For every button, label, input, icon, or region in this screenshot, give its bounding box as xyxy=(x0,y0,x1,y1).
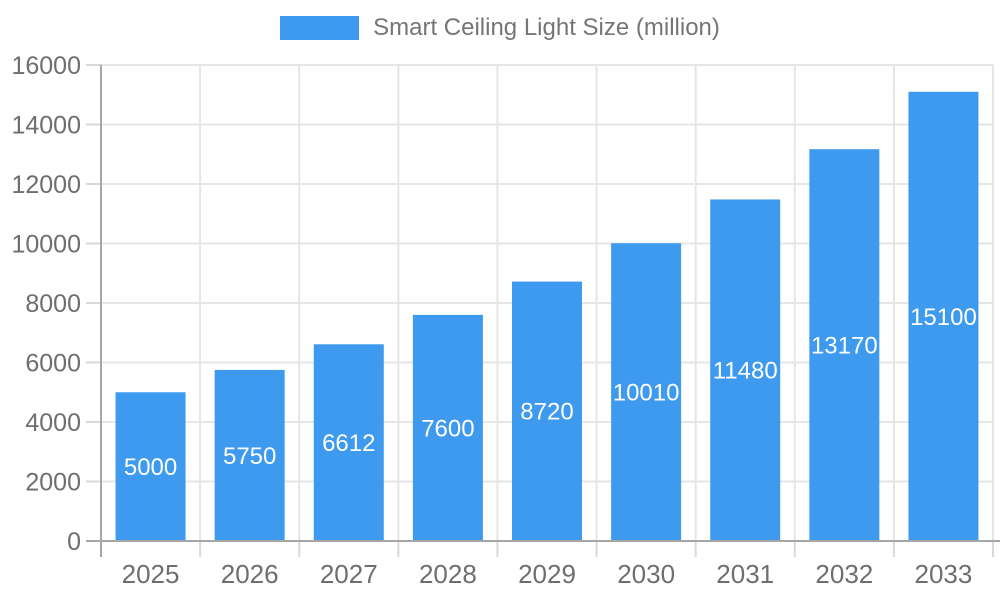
y-axis-tick-label: 12000 xyxy=(11,171,81,199)
x-axis-tick-label: 2033 xyxy=(915,559,973,589)
x-axis-tick-label: 2025 xyxy=(122,559,180,589)
y-axis-tick-label: 2000 xyxy=(25,468,81,496)
bar-value-label: 6612 xyxy=(322,430,375,457)
bar-value-label: 5750 xyxy=(223,443,276,470)
y-axis-tick-label: 0 xyxy=(67,528,81,556)
bar-2025[interactable] xyxy=(115,392,186,540)
bar-value-label: 10010 xyxy=(613,380,680,407)
y-axis-tick-label: 8000 xyxy=(25,290,81,318)
y-axis-tick-label: 14000 xyxy=(11,111,81,139)
x-axis-tick-label: 2029 xyxy=(518,559,576,589)
y-axis-tick-label: 6000 xyxy=(25,349,81,377)
bar-2029[interactable] xyxy=(512,281,582,540)
y-axis-tick-label: 4000 xyxy=(25,409,81,437)
bar-2026[interactable] xyxy=(214,369,285,540)
x-axis-tick-label: 2030 xyxy=(617,559,675,589)
x-axis-tick-label: 2028 xyxy=(419,559,477,589)
bar-value-label: 11480 xyxy=(713,358,778,385)
y-axis-tick-label: 16000 xyxy=(11,52,81,80)
bar-2027[interactable] xyxy=(313,344,384,540)
bar-value-label: 13170 xyxy=(811,332,878,359)
bar-2031[interactable] xyxy=(710,199,781,540)
bar-value-label: 5000 xyxy=(124,454,177,481)
legend-swatch xyxy=(280,16,360,40)
bar-2028[interactable] xyxy=(412,314,483,540)
bar-value-label: 15100 xyxy=(910,304,977,331)
x-axis-tick-label: 2026 xyxy=(221,559,279,589)
bar-value-label: 8720 xyxy=(520,399,573,426)
legend-label: Smart Ceiling Light Size (million) xyxy=(373,14,720,41)
bar-value-label: 7600 xyxy=(421,415,474,442)
x-axis-tick-label: 2032 xyxy=(815,559,873,589)
bar-2032[interactable] xyxy=(809,149,880,540)
y-axis-tick-label: 10000 xyxy=(11,230,81,258)
legend[interactable]: Smart Ceiling Light Size (million) xyxy=(0,14,1000,42)
x-axis-tick-label: 2027 xyxy=(320,559,378,589)
x-axis-tick-label: 2031 xyxy=(716,559,774,589)
bar-2030[interactable] xyxy=(611,243,682,540)
bar-2033[interactable] xyxy=(908,91,979,541)
